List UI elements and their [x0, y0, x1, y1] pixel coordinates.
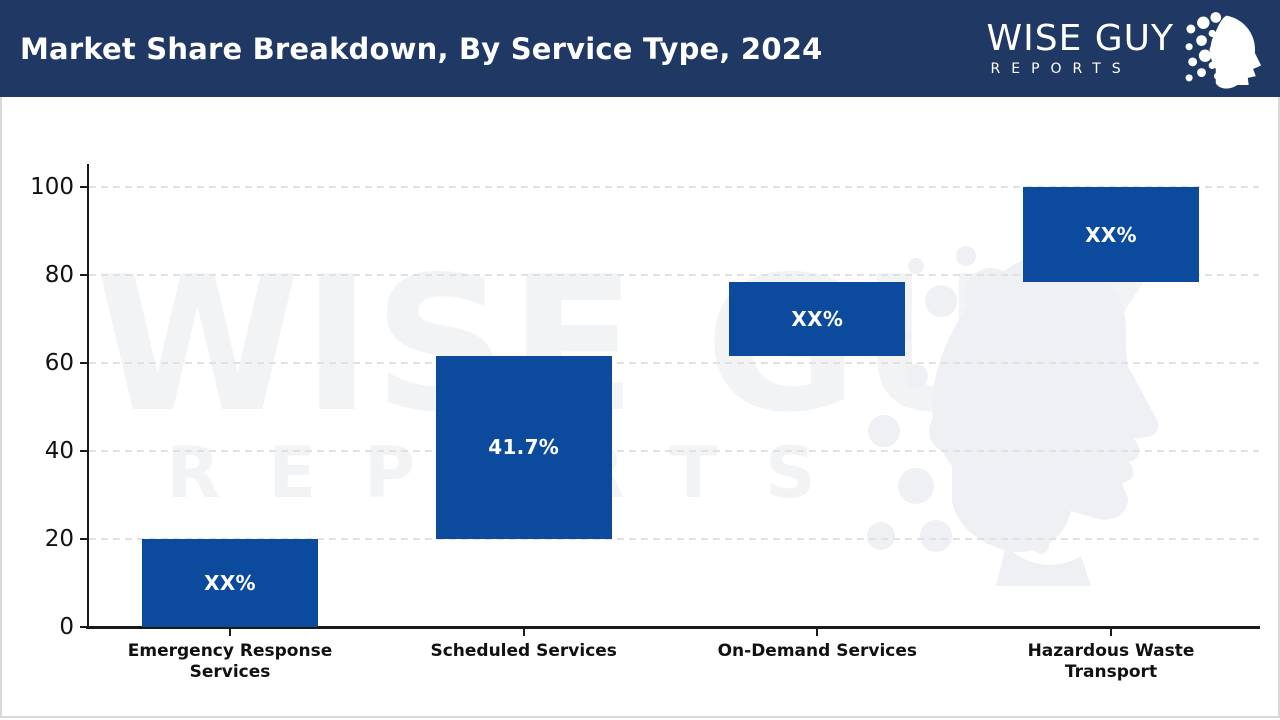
x-category-label: Scheduled Services — [430, 641, 617, 661]
x-category-label: Hazardous Waste Transport — [1027, 641, 1195, 682]
bar: XX% — [1023, 187, 1199, 283]
bar-value-label: XX% — [204, 571, 256, 595]
bar: XX% — [729, 282, 906, 356]
y-tick-label: 60 — [44, 350, 74, 376]
bar-value-label: 41.7% — [488, 435, 560, 460]
y-axis-tick — [80, 186, 87, 188]
y-tick-label: 40 — [44, 438, 74, 464]
y-axis-tick — [80, 362, 87, 364]
x-axis-line — [86, 626, 1260, 629]
x-axis-tick — [229, 629, 231, 636]
y-axis-tick — [80, 626, 87, 628]
x-axis-tick — [522, 629, 525, 636]
y-axis-tick — [80, 274, 87, 276]
y-tick-label: 80 — [44, 262, 74, 288]
x-axis-tick — [1110, 629, 1112, 636]
gridline — [89, 538, 1259, 540]
brand-logo-text: WISE GUY REPORTS — [986, 18, 1175, 77]
bar-value-label: XX% — [1085, 222, 1137, 247]
brand-head-icon — [1185, 11, 1262, 89]
y-tick-label: 100 — [30, 174, 74, 200]
gridline — [89, 186, 1259, 188]
header-bar: Market Share Breakdown, By Service Type,… — [0, 0, 1280, 97]
bar-value-label: XX% — [791, 306, 844, 331]
page-title: Market Share Breakdown, By Service Type,… — [20, 31, 823, 66]
bar: 41.7% — [435, 355, 612, 539]
x-category-label: On-Demand Services — [717, 641, 917, 661]
brand-logo: WISE GUY REPORTS — [987, 6, 1263, 92]
gridline — [89, 450, 1259, 452]
y-tick-label: 0 — [59, 614, 74, 640]
bar: XX% — [142, 539, 318, 627]
y-tick-label: 20 — [44, 526, 74, 552]
gridline — [89, 362, 1259, 364]
x-axis-tick — [816, 629, 819, 636]
y-axis-tick — [80, 538, 87, 540]
x-category-label: Emergency Response Services — [127, 641, 333, 682]
brand-subtext: REPORTS — [990, 61, 1132, 77]
y-axis-tick — [80, 450, 87, 452]
gridline — [89, 274, 1259, 276]
brand-wordmark: WISE GUY — [986, 18, 1174, 59]
y-axis-line — [87, 164, 89, 629]
